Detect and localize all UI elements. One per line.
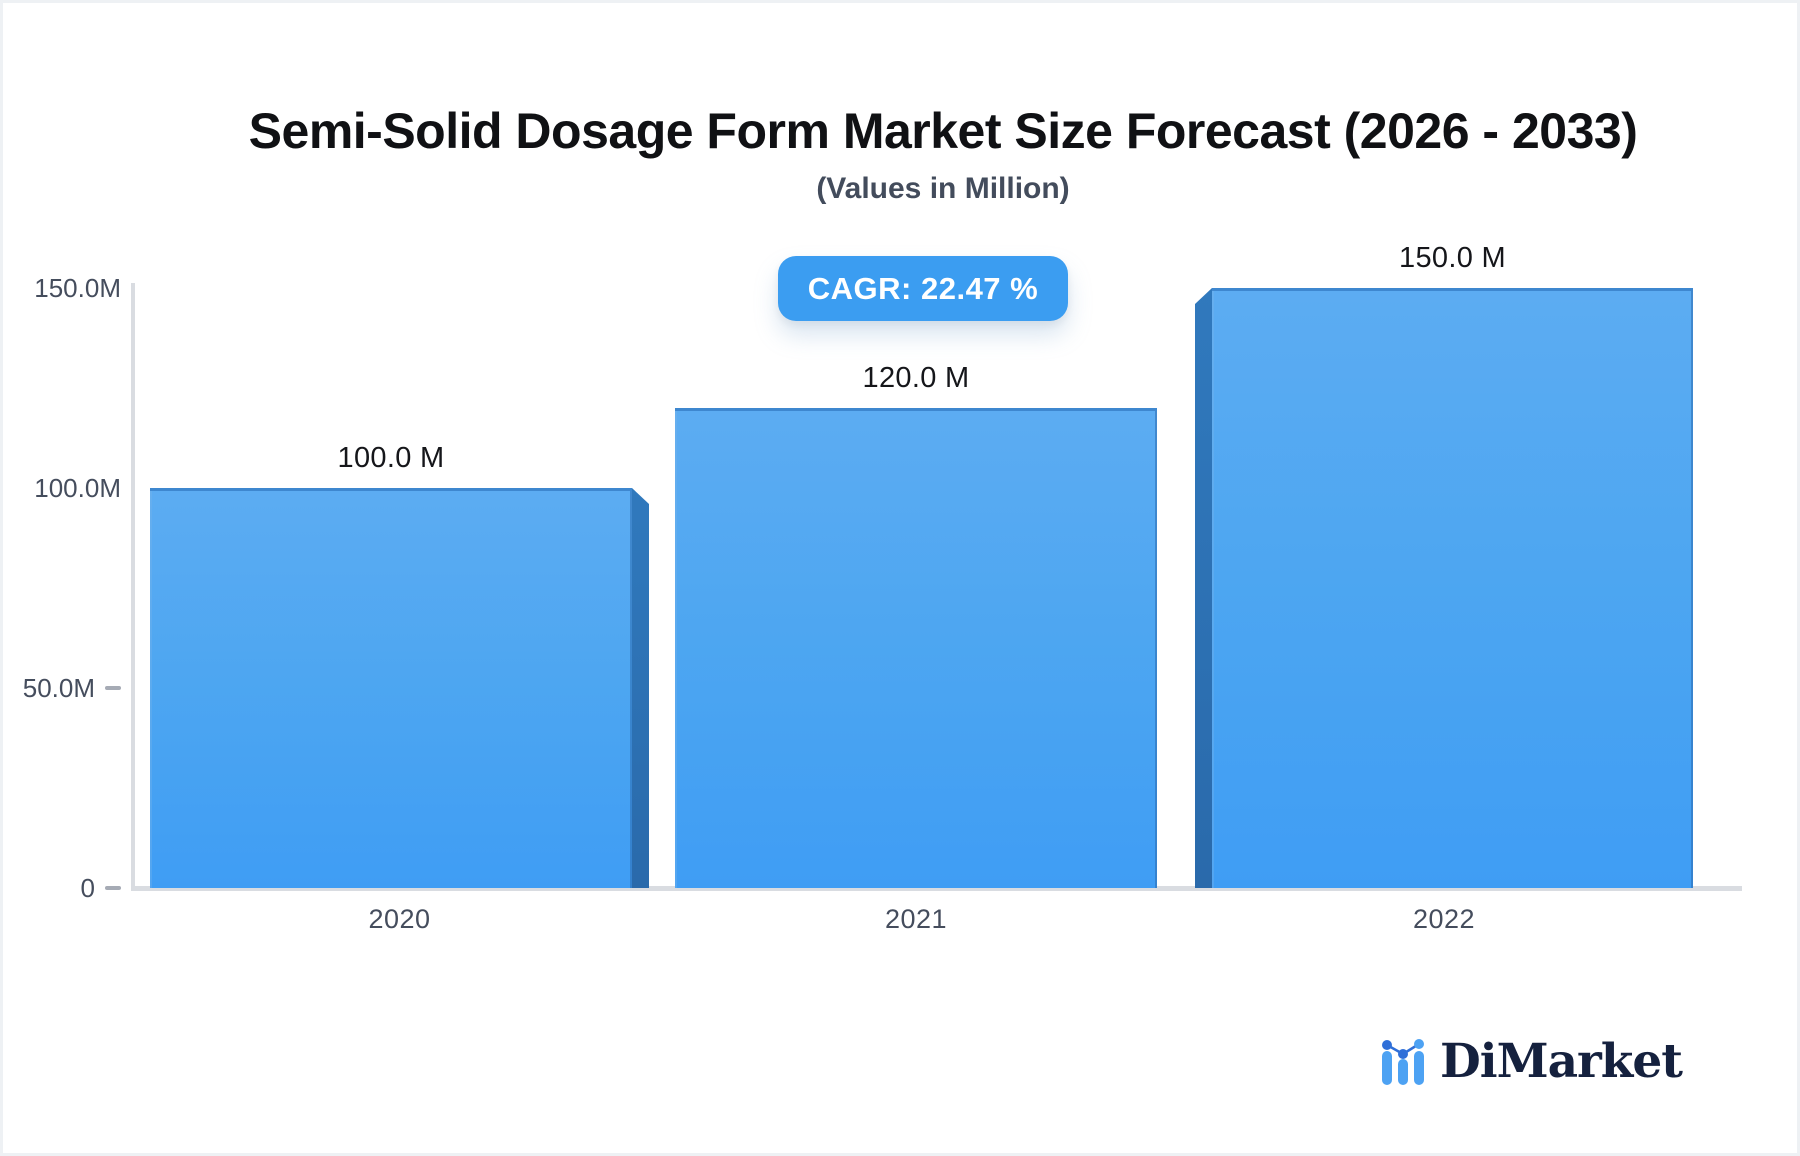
x-tick-label: 2022 <box>1412 904 1476 934</box>
bar <box>675 408 1157 888</box>
dimarket-logo: DiMarket <box>1380 1034 1683 1089</box>
y-tick-label: 100.0M <box>34 472 121 503</box>
y-tick-label: 50.0M <box>22 672 95 703</box>
bar <box>1212 288 1693 888</box>
bar-value-label: 100.0 M <box>337 442 445 474</box>
x-axis-line <box>131 886 1742 891</box>
bar-chart-logo-icon <box>1381 1038 1424 1085</box>
y-tick: 100.0M <box>0 468 121 508</box>
x-tick-label: 2020 <box>368 904 431 934</box>
y-tick-label: 0 <box>80 872 95 903</box>
y-tick: 50.0M <box>0 668 121 708</box>
cagr-badge-label: CAGR: 22.47 % <box>807 270 1039 306</box>
bar-3d-side <box>1195 288 1212 888</box>
dimarket-logo-text: DiMarket <box>1439 1034 1683 1089</box>
x-tick-label: 2021 <box>884 904 948 934</box>
y-tick-dash <box>105 686 121 690</box>
y-tick-dash <box>105 886 121 890</box>
cagr-badge: CAGR: 22.47 % <box>778 256 1068 321</box>
chart-subtitle: (Values in Million) <box>816 172 1070 205</box>
y-tick: 0 <box>0 868 121 908</box>
bar-3d-side <box>632 488 649 888</box>
bar-value-label: 120.0 M <box>862 362 970 394</box>
bar-value-label: 150.0 M <box>1399 242 1506 274</box>
y-tick-label: 150.0M <box>34 272 121 303</box>
chart-title: Semi-Solid Dosage Form Market Size Forec… <box>248 103 1638 159</box>
y-axis-line <box>131 283 135 890</box>
y-tick: 150.0M <box>0 268 121 308</box>
bar <box>150 488 632 888</box>
